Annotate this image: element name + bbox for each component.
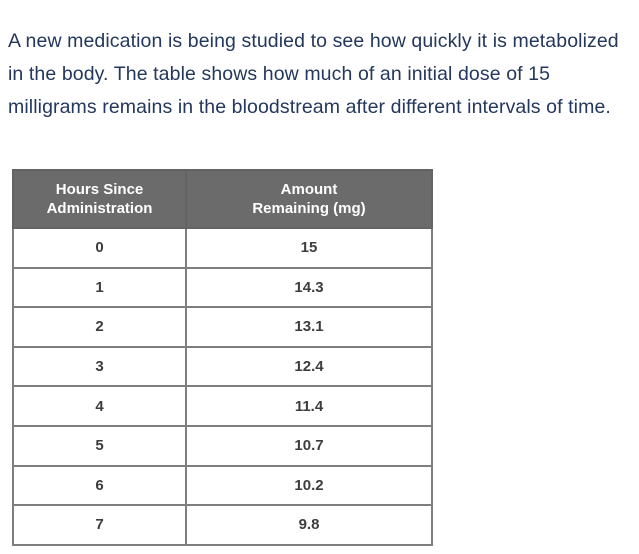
cell-hours-4: 4 <box>12 385 187 427</box>
cell-hours-3: 3 <box>12 345 187 388</box>
column-header-hours-line1: Hours Since <box>55 181 144 198</box>
table-row: 7 9.8 <box>12 504 433 546</box>
cell-hours-7: 7 <box>12 504 187 546</box>
cell-amount-7: 9.8 <box>185 504 433 546</box>
column-header-hours-line2: Administration <box>46 200 153 217</box>
cell-amount-6: 10.2 <box>185 464 433 507</box>
cell-amount-1: 14.3 <box>185 266 433 309</box>
cell-hours-2: 2 <box>12 306 187 348</box>
cell-hours-0: 0 <box>12 227 187 269</box>
cell-hours-1: 1 <box>12 266 187 309</box>
cell-amount-4: 11.4 <box>185 385 433 427</box>
column-header-amount: Amount Remaining (mg) <box>185 169 433 229</box>
cell-amount-5: 10.7 <box>185 424 433 467</box>
table-row: 6 10.2 <box>12 464 433 507</box>
cell-amount-0: 15 <box>185 227 433 269</box>
cell-amount-2: 13.1 <box>185 306 433 348</box>
table-header-row: Hours Since Administration Amount Remain… <box>12 169 433 229</box>
cell-hours-6: 6 <box>12 464 187 507</box>
cell-amount-3: 12.4 <box>185 345 433 388</box>
table-row: 0 15 <box>12 227 433 269</box>
table-row: 1 14.3 <box>12 266 433 309</box>
table-row: 4 11.4 <box>12 385 433 427</box>
column-header-amount-line1: Amount <box>280 181 338 198</box>
table-row: 2 13.1 <box>12 306 433 348</box>
problem-statement: A new medication is being studied to see… <box>8 29 619 118</box>
medication-data-table: Hours Since Administration Amount Remain… <box>12 169 433 546</box>
column-header-hours: Hours Since Administration <box>12 169 187 229</box>
table-row: 3 12.4 <box>12 345 433 388</box>
column-header-amount-line2: Remaining (mg) <box>252 200 366 217</box>
table-row: 5 10.7 <box>12 424 433 467</box>
cell-hours-5: 5 <box>12 424 187 467</box>
